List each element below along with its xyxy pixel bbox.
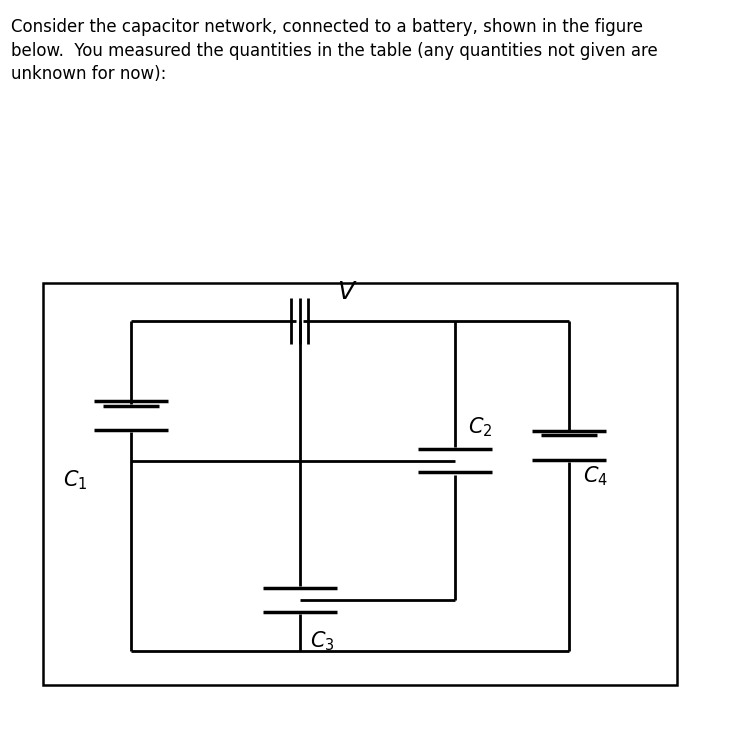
Text: Consider the capacitor network, connected to a battery, shown in the figure
belo: Consider the capacitor network, connecte…	[11, 18, 658, 83]
Text: $C_4$: $C_4$	[583, 464, 607, 488]
Text: $C_3$: $C_3$	[310, 629, 334, 653]
Text: $C_1$: $C_1$	[63, 468, 87, 492]
Text: $C_2$: $C_2$	[468, 416, 493, 439]
Text: $V$: $V$	[337, 281, 357, 304]
